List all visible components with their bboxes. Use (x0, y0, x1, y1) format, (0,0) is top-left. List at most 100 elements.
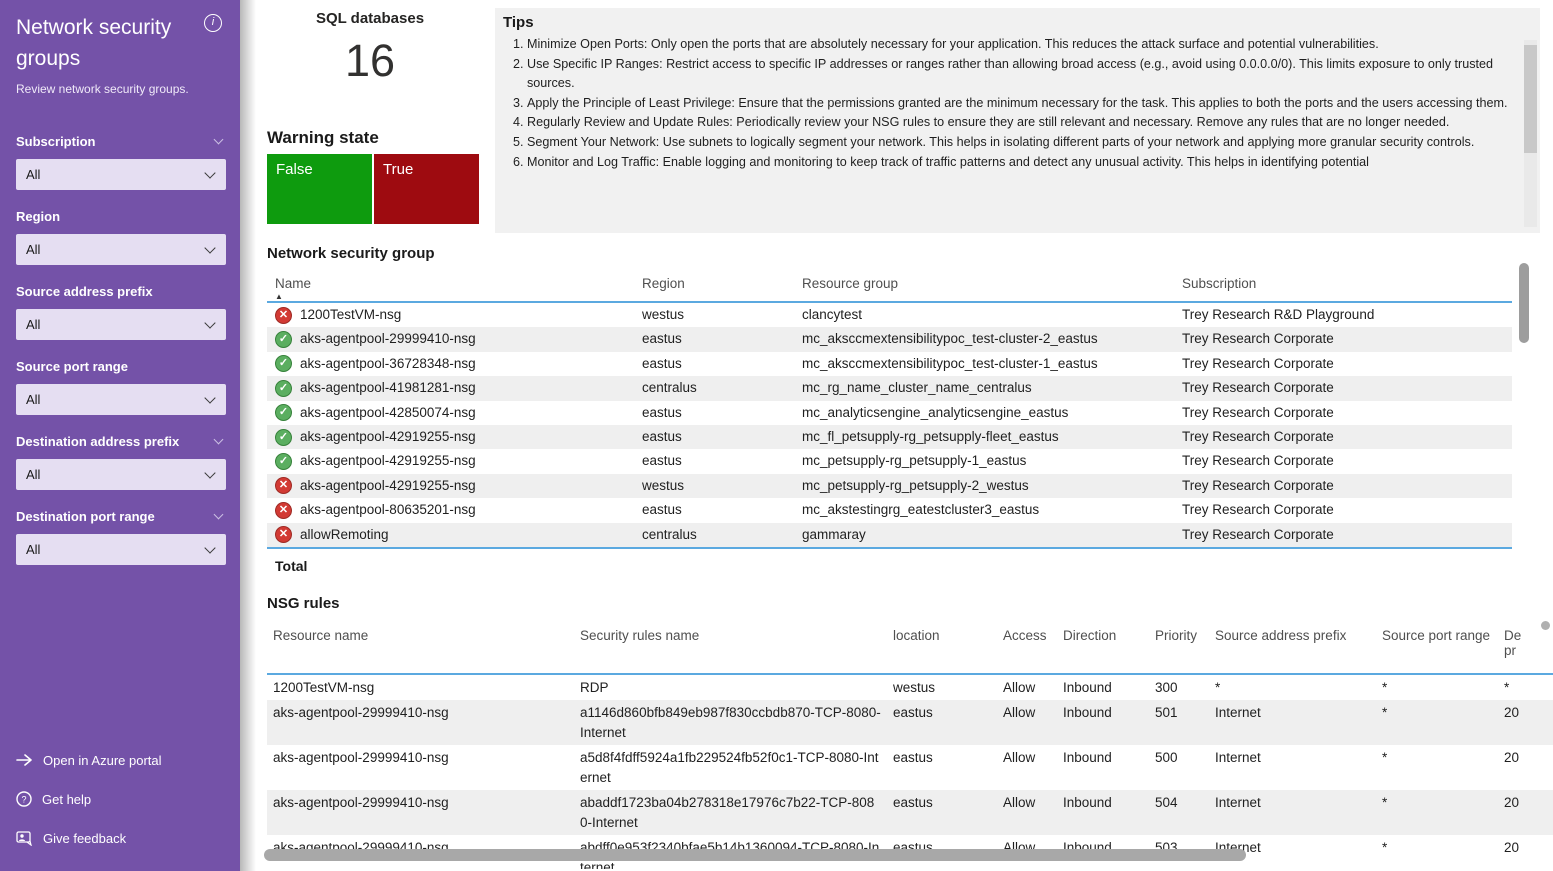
table-row[interactable]: allowRemoting centralus gammaray Trey Re… (267, 522, 1512, 547)
table-row[interactable]: aks-agentpool-41981281-nsg centralus mc_… (267, 376, 1512, 401)
cell-resource-group: mc_petsupply-rg_petsupply-1_eastus (802, 453, 1027, 469)
tip-item: Segment Your Network: Use subnets to log… (527, 133, 1510, 153)
column-header-location[interactable]: location (893, 628, 940, 643)
cell-access: Allow (1003, 749, 1036, 765)
sql-databases-metric: SQL databases 16 (258, 10, 482, 87)
table-row[interactable]: 1200TestVM-nsg RDP westus Allow Inbound … (267, 675, 1553, 700)
cell-name: aks-agentpool-36728348-nsg (300, 355, 476, 371)
table-row[interactable]: aks-agentpool-42919255-nsg eastus mc_pet… (267, 449, 1512, 473)
cell-resource-group: clancytest (802, 307, 863, 322)
cell-name: aks-agentpool-42850074-nsg (300, 404, 476, 420)
tips-list: Minimize Open Ports: Only open the ports… (503, 35, 1510, 172)
svg-text:?: ? (21, 795, 26, 805)
table-row[interactable]: aks-agentpool-29999410-nsg a1146d860bfb8… (267, 700, 1553, 745)
column-header-resource-group[interactable]: Resource group (802, 276, 899, 291)
cell-resource-name: 1200TestVM-nsg (273, 679, 375, 695)
cell-region: eastus (642, 453, 682, 469)
cell-name: aks-agentpool-42919255-nsg (300, 477, 476, 493)
cell-priority: 300 (1155, 679, 1178, 695)
tip-item: Regularly Review and Update Rules: Perio… (527, 113, 1510, 133)
cell-security-rule-name: a1146d860bfb849eb987f830ccbdb870-TCP-808… (580, 704, 881, 740)
cell-destination-prefix: 20 (1504, 704, 1520, 720)
cell-location: eastus (893, 794, 933, 810)
cell-region: eastus (642, 331, 682, 347)
cell-name: aks-agentpool-41981281-nsg (300, 380, 476, 396)
rules-table-title: NSG rules (267, 595, 340, 612)
status-icon (275, 428, 292, 446)
column-header-resource-name[interactable]: Resource name (273, 628, 369, 643)
tips-scrollbar[interactable] (1524, 40, 1537, 227)
table-row[interactable]: aks-agentpool-42919255-nsg eastus mc_fl_… (267, 424, 1512, 450)
cell-resource-group: mc_aksccmextensibilitypoc_test-cluster-1… (802, 355, 1098, 371)
column-header-access[interactable]: Access (1003, 628, 1047, 643)
tip-item: Use Specific IP Ranges: Restrict access … (527, 55, 1510, 94)
table-row[interactable]: aks-agentpool-29999410-nsg abaddf1723ba0… (267, 790, 1553, 835)
column-header-source-address-prefix[interactable]: Source address prefix (1215, 628, 1347, 643)
rules-horizontal-scrollbar-thumb[interactable] (264, 849, 1246, 861)
cell-destination-prefix: 20 (1504, 794, 1520, 810)
table-row[interactable]: aks-agentpool-42919255-nsg westus mc_pet… (267, 473, 1512, 499)
give-feedback-link[interactable]: Give feedback (16, 828, 162, 848)
tips-title: Tips (503, 14, 534, 31)
table-row[interactable]: aks-agentpool-29999410-nsg eastus mc_aks… (267, 327, 1512, 352)
cell-source-port-range: * (1382, 839, 1388, 855)
metric-title: SQL databases (315, 10, 425, 27)
column-header-destination-prefix[interactable]: De pr (1504, 628, 1522, 658)
rules-table-scrollbar-dot (1541, 621, 1550, 630)
filter-dropdown[interactable]: All (16, 459, 226, 490)
tip-item: Monitor and Log Traffic: Enable logging … (527, 153, 1510, 173)
cell-source-port-range: * (1382, 749, 1388, 765)
filter-dropdown[interactable]: All (16, 159, 226, 190)
filter-panel: Subscription All Region All (16, 132, 226, 582)
column-header-security-rules-name[interactable]: Security rules name (580, 628, 700, 643)
cell-security-rule-name: RDP (580, 679, 609, 695)
table-row[interactable]: aks-agentpool-42850074-nsg eastus mc_ana… (267, 401, 1512, 425)
cell-source-address-prefix: Internet (1215, 749, 1261, 765)
cell-region: eastus (642, 428, 682, 444)
cell-source-port-range: * (1382, 679, 1388, 695)
table-row[interactable]: aks-agentpool-36728348-nsg eastus mc_aks… (267, 352, 1512, 376)
filter-group: Region All (16, 207, 226, 265)
cell-subscription: Trey Research Corporate (1182, 331, 1334, 347)
cell-location: westus (893, 679, 936, 695)
filter-group: Source address prefix All (16, 282, 226, 340)
column-header-subscription[interactable]: Subscription (1182, 276, 1257, 291)
tile-false[interactable]: False (267, 154, 372, 224)
nsg-table-scrollbar-thumb[interactable] (1519, 263, 1529, 343)
nsg-table-title: Network security group (267, 245, 435, 262)
tips-scrollbar-thumb[interactable] (1524, 45, 1537, 153)
filter-dropdown[interactable]: All (16, 234, 226, 265)
info-icon[interactable]: i (204, 14, 222, 32)
table-row[interactable]: aks-agentpool-29999410-nsg a5d8f4fdff592… (267, 745, 1553, 790)
sidebar-shadow (240, 0, 256, 871)
column-header-region[interactable]: Region (642, 276, 685, 291)
column-header-source-port-range[interactable]: Source port range (1382, 628, 1491, 643)
tip-item: Minimize Open Ports: Only open the ports… (527, 35, 1510, 55)
status-icon (275, 404, 292, 422)
filter-dropdown[interactable]: All (16, 309, 226, 340)
rules-table-header: Resource name Security rules name locati… (267, 623, 1553, 675)
arrow-right-icon (16, 754, 32, 766)
table-row[interactable]: 1200TestVM-nsg westus clancytest Trey Re… (267, 303, 1512, 327)
get-help-link[interactable]: ? Get help (16, 789, 162, 809)
rules-table: Resource name Security rules name locati… (267, 623, 1553, 871)
filter-selected-value: All (26, 542, 41, 557)
filter-dropdown[interactable]: All (16, 534, 226, 565)
tips-panel: Tips Minimize Open Ports: Only open the … (495, 8, 1540, 233)
open-in-azure-portal-link[interactable]: Open in Azure portal (16, 750, 162, 770)
warning-state-title: Warning state (267, 128, 379, 147)
column-header-name[interactable]: Name ▲ (267, 276, 642, 301)
chevron-down-icon (213, 509, 224, 519)
cell-security-rule-name: a5d8f4fdff5924a1fb229524fb52f0c1-TCP-808… (580, 749, 879, 785)
cell-subscription: Trey Research Corporate (1182, 453, 1334, 469)
filter-label: Region (16, 208, 61, 224)
tip-item: Apply the Principle of Least Privilege: … (527, 94, 1510, 114)
column-header-priority[interactable]: Priority (1155, 628, 1198, 643)
filter-group: Subscription All (16, 132, 226, 190)
tile-true[interactable]: True (374, 154, 479, 224)
table-row[interactable]: aks-agentpool-80635201-nsg eastus mc_aks… (267, 498, 1512, 522)
cell-destination-prefix: * (1504, 679, 1510, 695)
filter-dropdown[interactable]: All (16, 384, 226, 415)
column-header-direction[interactable]: Direction (1063, 628, 1117, 643)
